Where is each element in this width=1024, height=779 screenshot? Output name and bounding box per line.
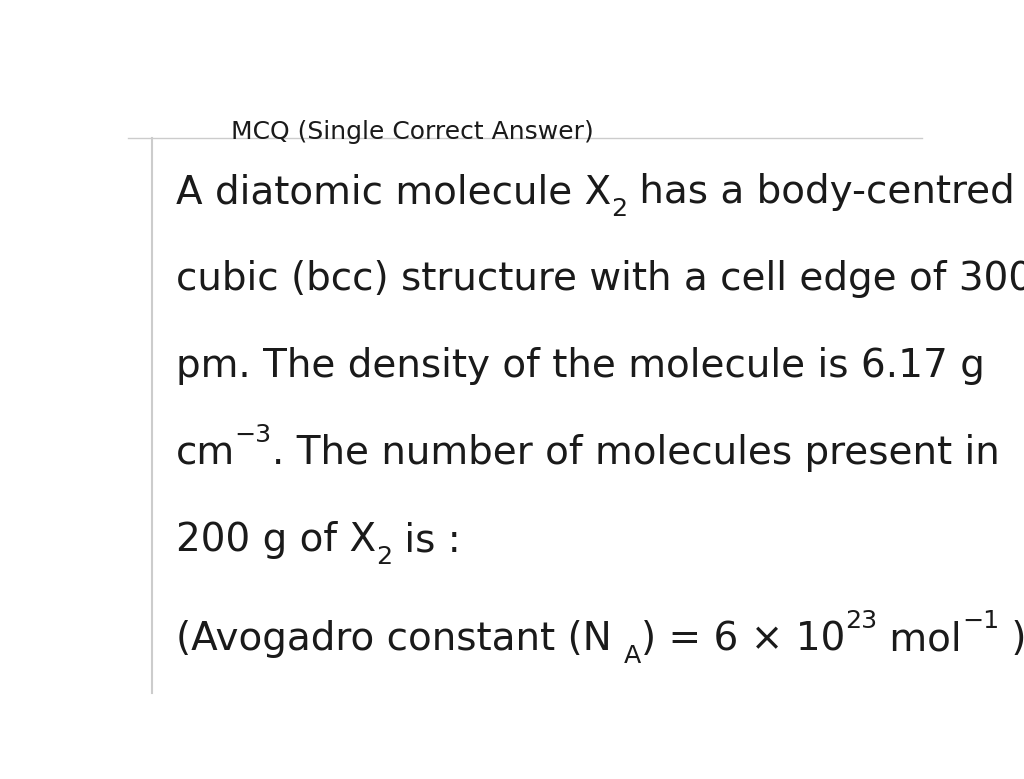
Text: MCQ (Single Correct Answer): MCQ (Single Correct Answer) (231, 121, 594, 144)
Text: A diatomic molecule X: A diatomic molecule X (176, 174, 611, 211)
Text: A: A (624, 644, 641, 668)
Text: 23: 23 (846, 609, 878, 633)
Text: ): ) (999, 620, 1024, 658)
Text: is :: is : (392, 521, 461, 559)
Text: has a body-centred: has a body-centred (627, 174, 1015, 211)
Text: (Avogadro constant (N: (Avogadro constant (N (176, 620, 624, 658)
Text: −1: −1 (963, 609, 999, 633)
Text: mol: mol (878, 620, 963, 658)
Text: . The number of molecules present in: . The number of molecules present in (271, 435, 999, 472)
Text: 2: 2 (376, 545, 392, 569)
Text: cm: cm (176, 435, 234, 472)
Text: cubic (bcc) structure with a cell edge of 300: cubic (bcc) structure with a cell edge o… (176, 260, 1024, 298)
Text: pm. The density of the molecule is 6.17 g: pm. The density of the molecule is 6.17 … (176, 347, 984, 386)
Text: −3: −3 (234, 423, 271, 447)
Text: 200 g of X: 200 g of X (176, 521, 376, 559)
Text: 2: 2 (611, 197, 627, 221)
Text: ) = 6 × 10: ) = 6 × 10 (641, 620, 846, 658)
